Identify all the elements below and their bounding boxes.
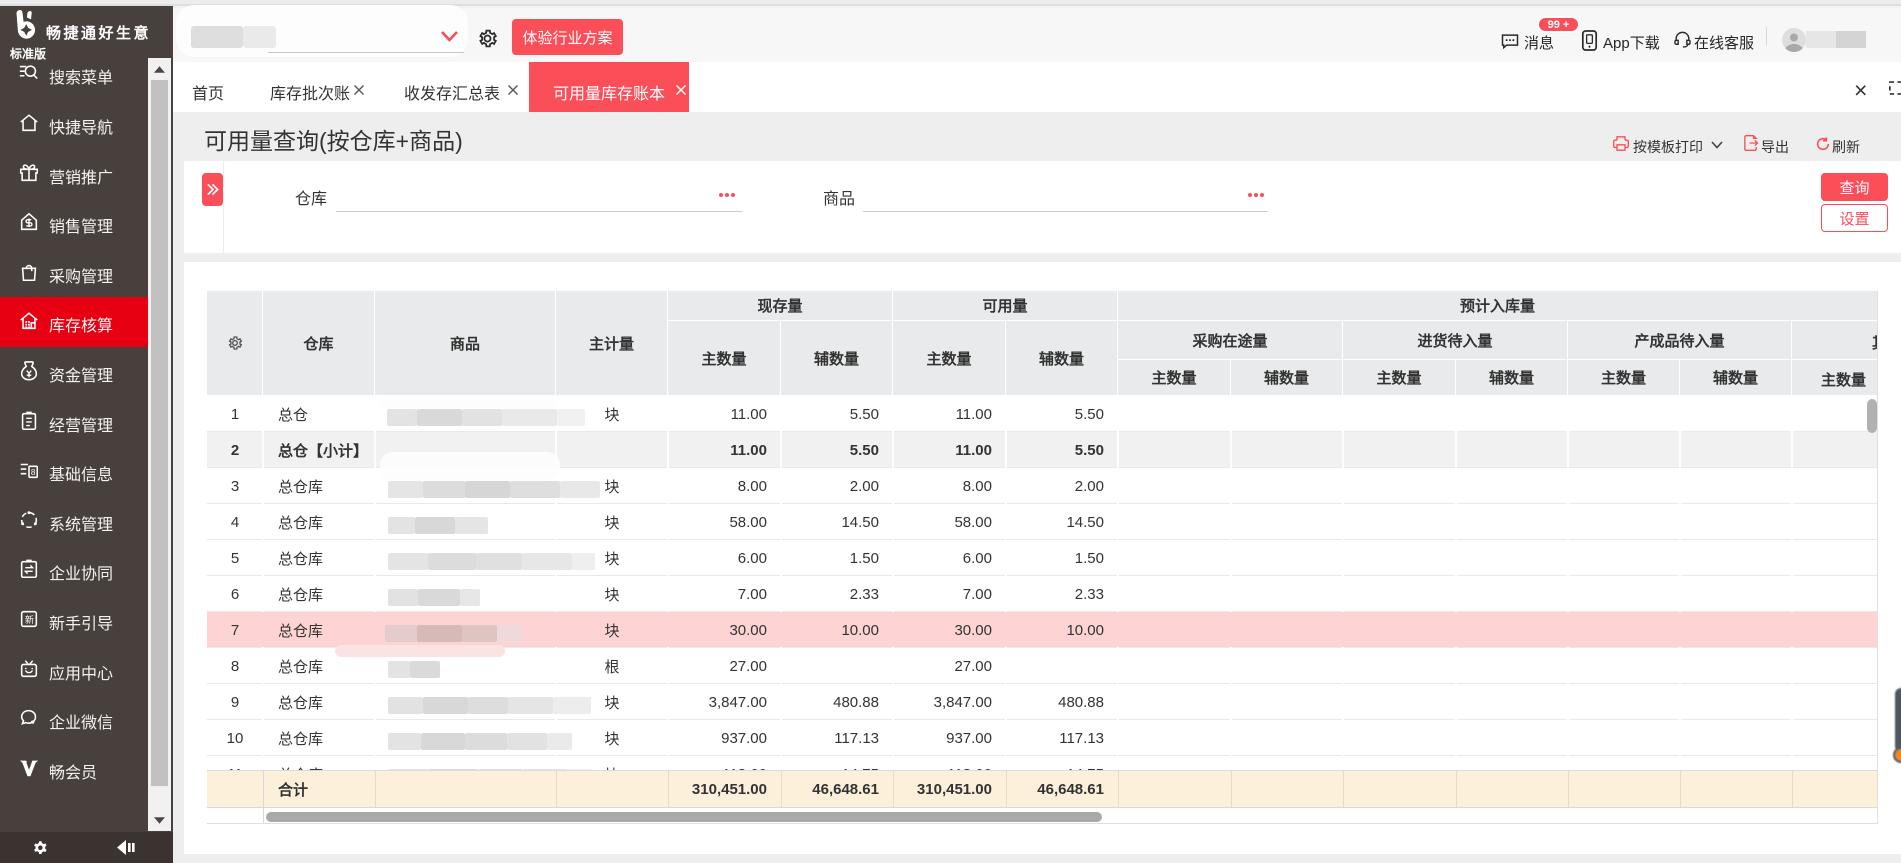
svg-text:新: 新 bbox=[25, 614, 34, 625]
svg-text:8: 8 bbox=[31, 468, 36, 477]
